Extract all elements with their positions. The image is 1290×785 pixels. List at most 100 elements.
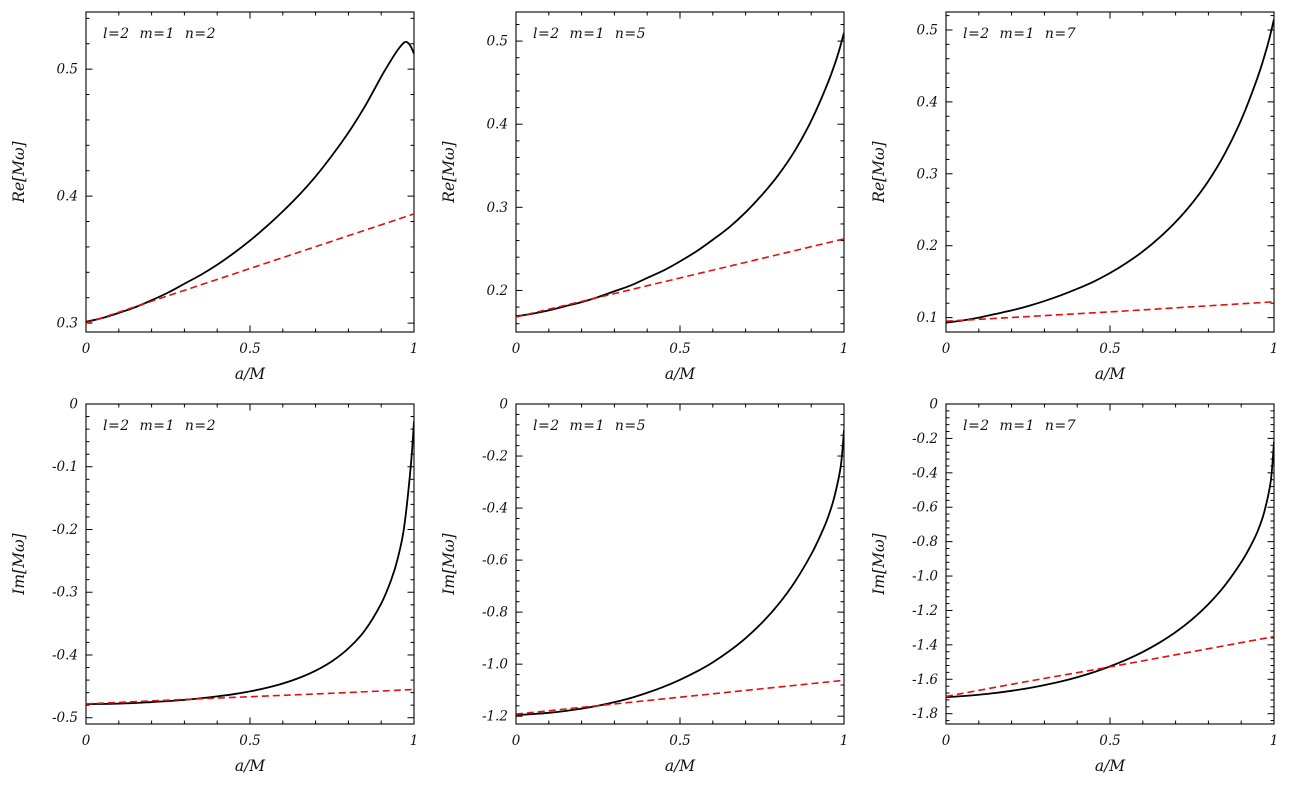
y-tick-label: 0.2 <box>917 238 938 254</box>
x-tick-label: 1 <box>840 341 849 357</box>
plot-frame <box>515 11 845 333</box>
plot-svg: 0 0.5 1 0 -0.1 -0.2 -0.3 -0.4 -0.5 a/M Im[Mω] l=2 m… <box>10 397 418 776</box>
plot-svg: 0 0.5 1 0.2 0.3 0.4 0.5 a/M Re[Mω] l=2 m=1 n=5 <box>440 11 849 383</box>
y-tick-label: -1.4 <box>912 637 938 653</box>
plot-frame <box>85 403 415 725</box>
plot-frame <box>515 403 845 725</box>
y-tick-label: 0 <box>69 397 78 413</box>
numerical-curve <box>516 32 844 318</box>
y-tick-label: -1.0 <box>482 657 508 673</box>
y-tick-label: 0 <box>929 397 938 413</box>
y-tick-label: -0.5 <box>52 710 78 726</box>
y-tick-label: -1.6 <box>912 672 938 688</box>
y-tick-label: 0.3 <box>487 200 508 216</box>
chart-panel-im-n5: 0 0.5 1 0 -0.2 -0.4 -0.6 -0.8 -1.0 -1.2 a/M Im[Mω] l… <box>430 392 860 784</box>
x-tick-label: 0.5 <box>1099 341 1120 357</box>
tick-marks <box>945 12 1275 333</box>
approximation-curve <box>86 213 414 324</box>
y-tick-label: 0.2 <box>487 283 508 299</box>
x-tick-label: 1 <box>410 341 419 357</box>
y-tick-label: 0.3 <box>57 316 78 332</box>
x-tick-label: 0 <box>82 341 91 357</box>
y-tick-label: -0.4 <box>52 647 78 663</box>
x-tick-label: 0.5 <box>669 341 690 357</box>
plot-svg: 0 0.5 1 0.3 0.4 0.5 a/M Re[Mω] l=2 m=1 n=2 <box>10 11 419 383</box>
x-tick-label: 0.5 <box>239 733 260 749</box>
y-tick-label: 0.3 <box>917 166 938 182</box>
numerical-curve <box>516 429 844 717</box>
numerical-curve <box>86 421 414 706</box>
plot-svg: 0 0.5 1 0 -0.2 -0.4 -0.6 -0.8 -1.0 -1.2 a/M Im[Mω] l… <box>440 397 848 776</box>
panel-title: l=2 m=1 n=2 <box>103 26 216 42</box>
y-tick-label: -0.8 <box>912 534 938 550</box>
panel-title: l=2 m=1 n=5 <box>533 26 646 42</box>
tick-marks <box>945 403 1275 724</box>
y-tick-label: 0.5 <box>917 22 938 38</box>
plot-frame <box>945 403 1275 725</box>
approximation-curve <box>516 238 844 318</box>
y-tick-label: -0.4 <box>912 465 938 481</box>
chart-panel-im-n7: 0 0.5 1 0 -0.2 -0.4 -0.6 -0.8 -1.0 -1.2 -1.4 -1.6 -1… <box>860 392 1290 784</box>
tick-labels: 0 0.5 1 0 -0.2 -0.4 -0.6 -0.8 -1.0 -1.2 -1.4 -1.6 -1… <box>912 397 1278 750</box>
y-tick-label: -1.2 <box>482 709 508 725</box>
y-tick-label: 0.1 <box>917 310 938 326</box>
x-tick-label: 1 <box>1270 733 1279 749</box>
panel-title: l=2 m=1 n=2 <box>103 418 216 434</box>
y-tick-label: 0.4 <box>57 189 78 205</box>
plot-frame <box>85 11 415 333</box>
x-axis-label: a/M <box>1095 365 1126 383</box>
x-tick-label: 1 <box>1270 341 1279 357</box>
tick-marks <box>85 12 415 332</box>
plot-svg: 0 0.5 1 0.1 0.2 0.3 0.4 0.5 a/M Re[Mω] l=2 m=1 n=7 <box>870 11 1279 383</box>
numerical-curve <box>946 441 1274 699</box>
y-tick-label: -0.3 <box>52 585 78 601</box>
tick-labels: 0 0.5 1 0.3 0.4 0.5 <box>57 62 419 357</box>
y-tick-label: 0.4 <box>917 94 938 110</box>
y-tick-label: 0.4 <box>487 117 508 133</box>
x-tick-label: 0.5 <box>669 733 690 749</box>
tick-labels: 0 0.5 1 0 -0.2 -0.4 -0.6 -0.8 -1.0 -1.2 <box>482 397 848 750</box>
x-tick-label: 0.5 <box>239 341 260 357</box>
y-tick-label: -0.6 <box>912 500 938 516</box>
y-tick-label: 0.5 <box>487 34 508 50</box>
y-tick-label: -0.1 <box>52 459 78 475</box>
approximation-curve <box>946 301 1274 323</box>
y-axis-label: Re[Mω] <box>440 140 458 203</box>
x-tick-label: 1 <box>840 733 849 749</box>
tick-marks <box>515 403 845 724</box>
y-tick-label: -1.8 <box>912 706 938 722</box>
y-tick-label: -1.0 <box>912 569 938 585</box>
y-tick-label: -1.2 <box>912 603 938 619</box>
numerical-curve <box>86 40 414 323</box>
approximation-curve <box>946 635 1274 698</box>
y-tick-label: -0.6 <box>482 553 508 569</box>
tick-marks <box>515 12 845 332</box>
x-axis-label: a/M <box>235 757 266 775</box>
chart-panel-im-n2: 0 0.5 1 0 -0.1 -0.2 -0.3 -0.4 -0.5 a/M Im[Mω] l=2 m… <box>0 392 430 784</box>
tick-labels: 0 0.5 1 0.2 0.3 0.4 0.5 <box>487 34 849 357</box>
chart-panel-re-n5: 0 0.5 1 0.2 0.3 0.4 0.5 a/M Re[Mω] l=2 m=1 n=5 <box>430 0 860 392</box>
chart-panel-re-n2: 0 0.5 1 0.3 0.4 0.5 a/M Re[Mω] l=2 m=1 n=2 <box>0 0 430 392</box>
tick-marks <box>85 403 415 724</box>
plot-frame <box>945 11 1275 333</box>
panel-title: l=2 m=1 n=7 <box>963 26 1076 42</box>
tick-labels: 0 0.5 1 0 -0.1 -0.2 -0.3 -0.4 -0.5 <box>52 397 418 750</box>
plot-svg: 0 0.5 1 0 -0.2 -0.4 -0.6 -0.8 -1.0 -1.2 -1.4 -1.6 -1… <box>870 397 1278 776</box>
y-axis-label: Re[Mω] <box>870 140 888 203</box>
tick-labels: 0 0.5 1 0.1 0.2 0.3 0.4 0.5 <box>917 22 1279 357</box>
x-axis-label: a/M <box>665 757 696 775</box>
chart-panel-re-n7: 0 0.5 1 0.1 0.2 0.3 0.4 0.5 a/M Re[Mω] l=2 m=1 n=7 <box>860 0 1290 392</box>
y-tick-label: -0.8 <box>482 605 508 621</box>
panel-title: l=2 m=1 n=5 <box>533 418 646 434</box>
x-axis-label: a/M <box>235 365 266 383</box>
approximation-curve <box>516 679 844 715</box>
y-tick-label: 0 <box>499 397 508 413</box>
x-axis-label: a/M <box>1095 757 1126 775</box>
y-axis-label: Im[Mω] <box>10 532 28 595</box>
panel-title: l=2 m=1 n=7 <box>963 418 1076 434</box>
y-tick-label: 0.5 <box>57 62 78 78</box>
y-axis-label: Im[Mω] <box>870 532 888 595</box>
x-tick-label: 0 <box>512 733 521 749</box>
y-tick-label: -0.2 <box>912 431 938 447</box>
